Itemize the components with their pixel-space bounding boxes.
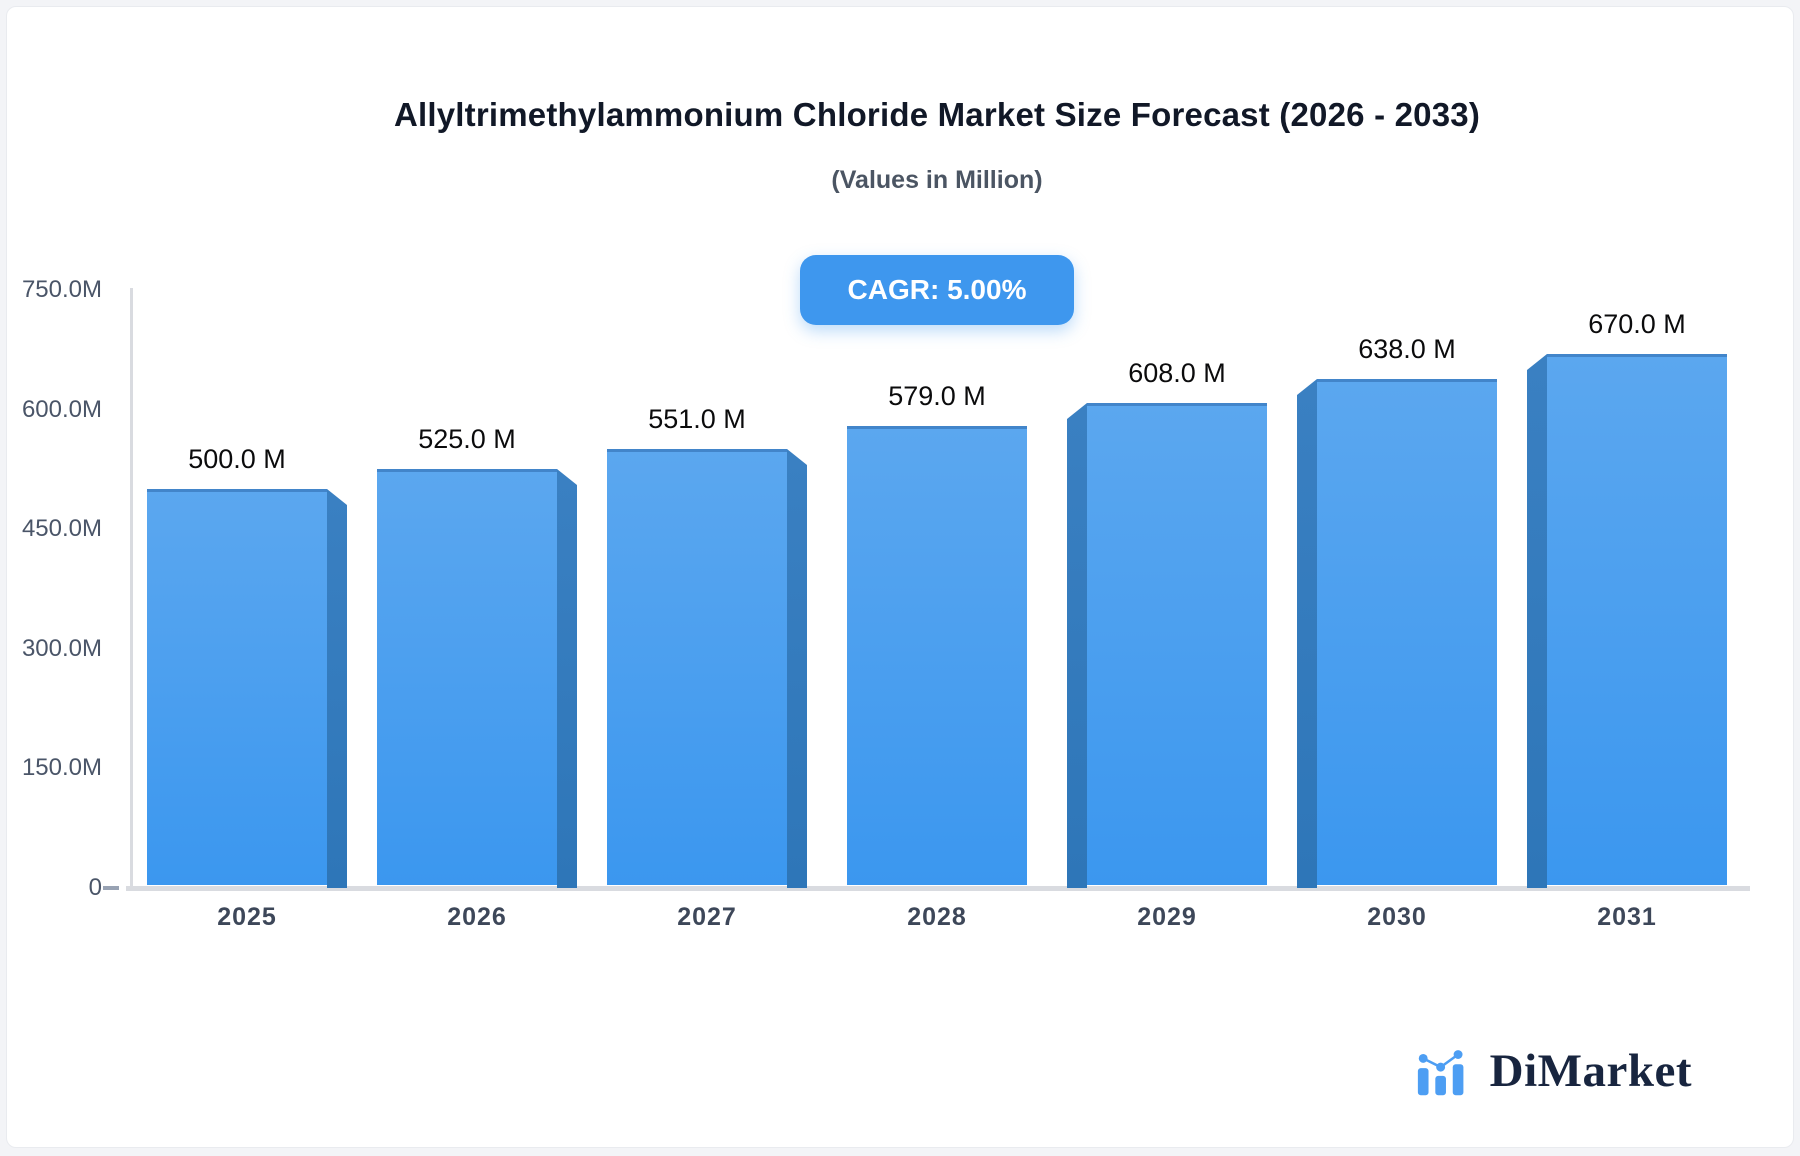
bar-3d-side-2026: [557, 469, 577, 888]
bar-2030[interactable]: [1317, 379, 1497, 885]
cagr-badge-label: CAGR: 5.00%: [847, 274, 1027, 305]
y-axis-line: [130, 288, 133, 890]
x-axis-label-2029: 2029: [1137, 903, 1197, 931]
x-axis-baseline: [126, 886, 1750, 891]
y-axis-label: 750.0M: [21, 276, 102, 303]
chart-subtitle: (Values in Million): [831, 166, 1043, 194]
zero-tick-mark: [103, 886, 119, 890]
bar-2028[interactable]: [847, 426, 1027, 885]
y-axis-label: 0: [88, 874, 102, 901]
bar-value-label: 551.0 M: [648, 404, 746, 434]
x-axis-label-2027: 2027: [677, 903, 737, 931]
x-axis-label-2031: 2031: [1597, 903, 1657, 931]
y-axis-label: 450.0M: [21, 515, 102, 543]
bar-3d-side-2031: [1527, 354, 1547, 888]
bar-value-label: 525.0 M: [418, 424, 516, 454]
bar-3d-side-2029: [1067, 403, 1087, 888]
x-axis-label-2026: 2026: [447, 903, 507, 931]
dimarket-logo: DiMarket: [1414, 1042, 1692, 1100]
bar-2025[interactable]: [147, 489, 327, 885]
cagr-badge: CAGR: 5.00%: [800, 255, 1074, 325]
bar-2029[interactable]: [1087, 403, 1267, 885]
bar-value-label: 670.0 M: [1588, 309, 1686, 339]
bar-value-label: 608.0 M: [1128, 358, 1226, 388]
bar-3d-side-2027: [787, 449, 807, 888]
y-axis-label: 600.0M: [21, 395, 102, 423]
bar-3d-side-2030: [1297, 379, 1317, 888]
y-axis-label: 300.0M: [21, 634, 102, 662]
x-axis-label-2025: 2025: [217, 903, 277, 931]
bar-2031[interactable]: [1547, 354, 1727, 885]
bar-value-label: 638.0 M: [1358, 334, 1456, 364]
bar-chart-sparkline-logo-icon: [1417, 1050, 1464, 1096]
bar-value-label: 500.0 M: [188, 444, 286, 474]
x-axis-label-2028: 2028: [907, 903, 967, 931]
y-axis-label: 150.0M: [21, 754, 102, 782]
bar-3d-side-2025: [327, 489, 347, 888]
chart-title: Allyltrimethylammonium Chloride Market S…: [393, 96, 1481, 133]
brand-name: DiMarket: [1489, 1045, 1692, 1097]
bar-2027[interactable]: [607, 449, 787, 885]
bar-2026[interactable]: [377, 469, 557, 885]
bar-value-label: 579.0 M: [888, 381, 986, 411]
x-axis-label-2030: 2030: [1367, 903, 1427, 931]
